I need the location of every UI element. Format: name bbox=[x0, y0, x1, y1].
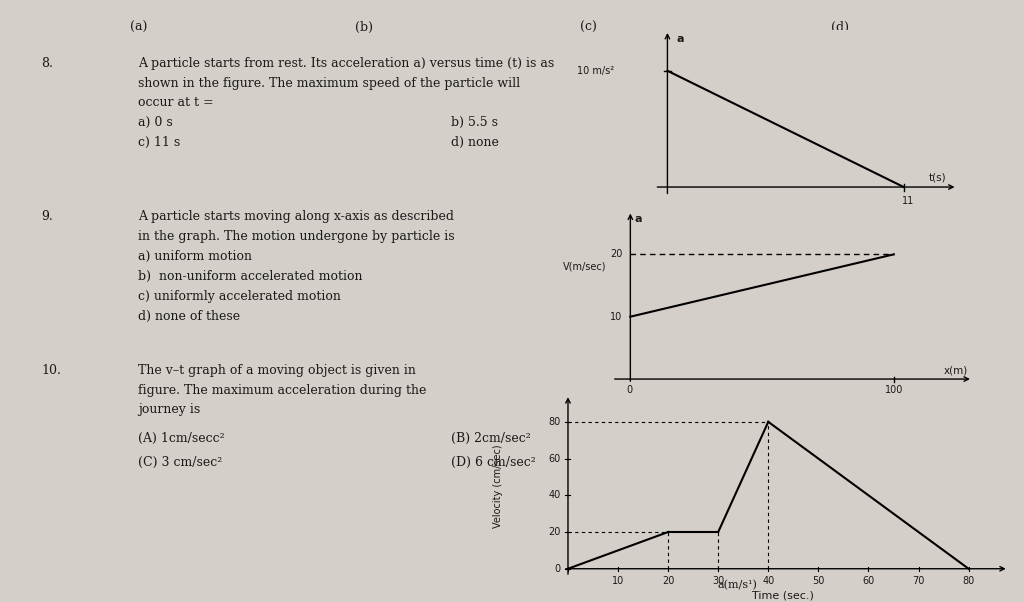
Text: x(m): x(m) bbox=[943, 366, 968, 376]
Text: 0: 0 bbox=[626, 385, 632, 395]
Text: 8.: 8. bbox=[41, 57, 53, 70]
Text: 10 m/s²: 10 m/s² bbox=[577, 66, 613, 76]
Text: a(m/s¹): a(m/s¹) bbox=[718, 580, 757, 591]
Text: b)  non-uniform accelerated motion: b) non-uniform accelerated motion bbox=[138, 270, 362, 283]
Text: 30: 30 bbox=[712, 576, 724, 586]
Text: (c): (c) bbox=[581, 20, 597, 34]
Text: 40: 40 bbox=[762, 576, 774, 586]
Text: 100: 100 bbox=[885, 385, 903, 395]
Text: c) 11 s: c) 11 s bbox=[138, 136, 180, 149]
Text: (a): (a) bbox=[130, 20, 146, 34]
Text: c) uniformly accelerated motion: c) uniformly accelerated motion bbox=[138, 290, 341, 303]
Text: 10: 10 bbox=[612, 576, 625, 586]
Text: 20: 20 bbox=[662, 576, 675, 586]
Text: 40: 40 bbox=[548, 490, 560, 500]
Text: (C) 3 cm/sec²: (C) 3 cm/sec² bbox=[138, 456, 222, 469]
Text: The v–t graph of a moving object is given in: The v–t graph of a moving object is give… bbox=[138, 364, 416, 377]
Text: 60: 60 bbox=[548, 453, 560, 464]
Text: a) 0 s: a) 0 s bbox=[138, 116, 173, 129]
Text: (B) 2cm/sec²: (B) 2cm/sec² bbox=[451, 432, 530, 445]
Text: figure. The maximum acceleration during the: figure. The maximum acceleration during … bbox=[138, 383, 427, 397]
Text: 80: 80 bbox=[963, 576, 975, 586]
Text: V(m/sec): V(m/sec) bbox=[563, 262, 606, 272]
Text: 10.: 10. bbox=[41, 364, 60, 377]
Text: A particle starts from rest. Its acceleration a) versus time (t) is as: A particle starts from rest. Its acceler… bbox=[138, 57, 554, 70]
Text: a: a bbox=[634, 214, 642, 224]
Text: 20: 20 bbox=[610, 249, 623, 259]
Text: Velocity (cm/sec): Velocity (cm/sec) bbox=[493, 444, 503, 528]
Text: A particle starts moving along x-axis as described: A particle starts moving along x-axis as… bbox=[138, 210, 455, 223]
Text: in the graph. The motion undergone by particle is: in the graph. The motion undergone by pa… bbox=[138, 230, 455, 243]
Text: 80: 80 bbox=[548, 417, 560, 427]
Text: a: a bbox=[676, 34, 683, 43]
Text: 0: 0 bbox=[554, 563, 560, 574]
Text: 70: 70 bbox=[912, 576, 925, 586]
Text: shown in the figure. The maximum speed of the particle will: shown in the figure. The maximum speed o… bbox=[138, 76, 520, 90]
Text: (A) 1cm/secc²: (A) 1cm/secc² bbox=[138, 432, 225, 445]
Text: 50: 50 bbox=[812, 576, 824, 586]
Text: Time (sec.): Time (sec.) bbox=[753, 591, 814, 601]
Text: 60: 60 bbox=[862, 576, 874, 586]
Text: t(s): t(s) bbox=[929, 172, 947, 182]
Text: journey is: journey is bbox=[138, 403, 201, 417]
Text: 9.: 9. bbox=[41, 210, 52, 223]
Text: a) uniform motion: a) uniform motion bbox=[138, 250, 252, 263]
Text: 11: 11 bbox=[902, 196, 914, 206]
Text: (b): (b) bbox=[354, 20, 373, 34]
Text: d) none: d) none bbox=[451, 136, 499, 149]
Text: b) 5.5 s: b) 5.5 s bbox=[451, 116, 498, 129]
Text: 20: 20 bbox=[548, 527, 560, 537]
Text: (d): (d) bbox=[830, 20, 849, 34]
Text: d) none of these: d) none of these bbox=[138, 309, 241, 323]
Text: (D) 6 cm/sec²: (D) 6 cm/sec² bbox=[451, 456, 536, 469]
Text: occur at t =: occur at t = bbox=[138, 96, 214, 110]
Text: 10: 10 bbox=[610, 312, 623, 321]
